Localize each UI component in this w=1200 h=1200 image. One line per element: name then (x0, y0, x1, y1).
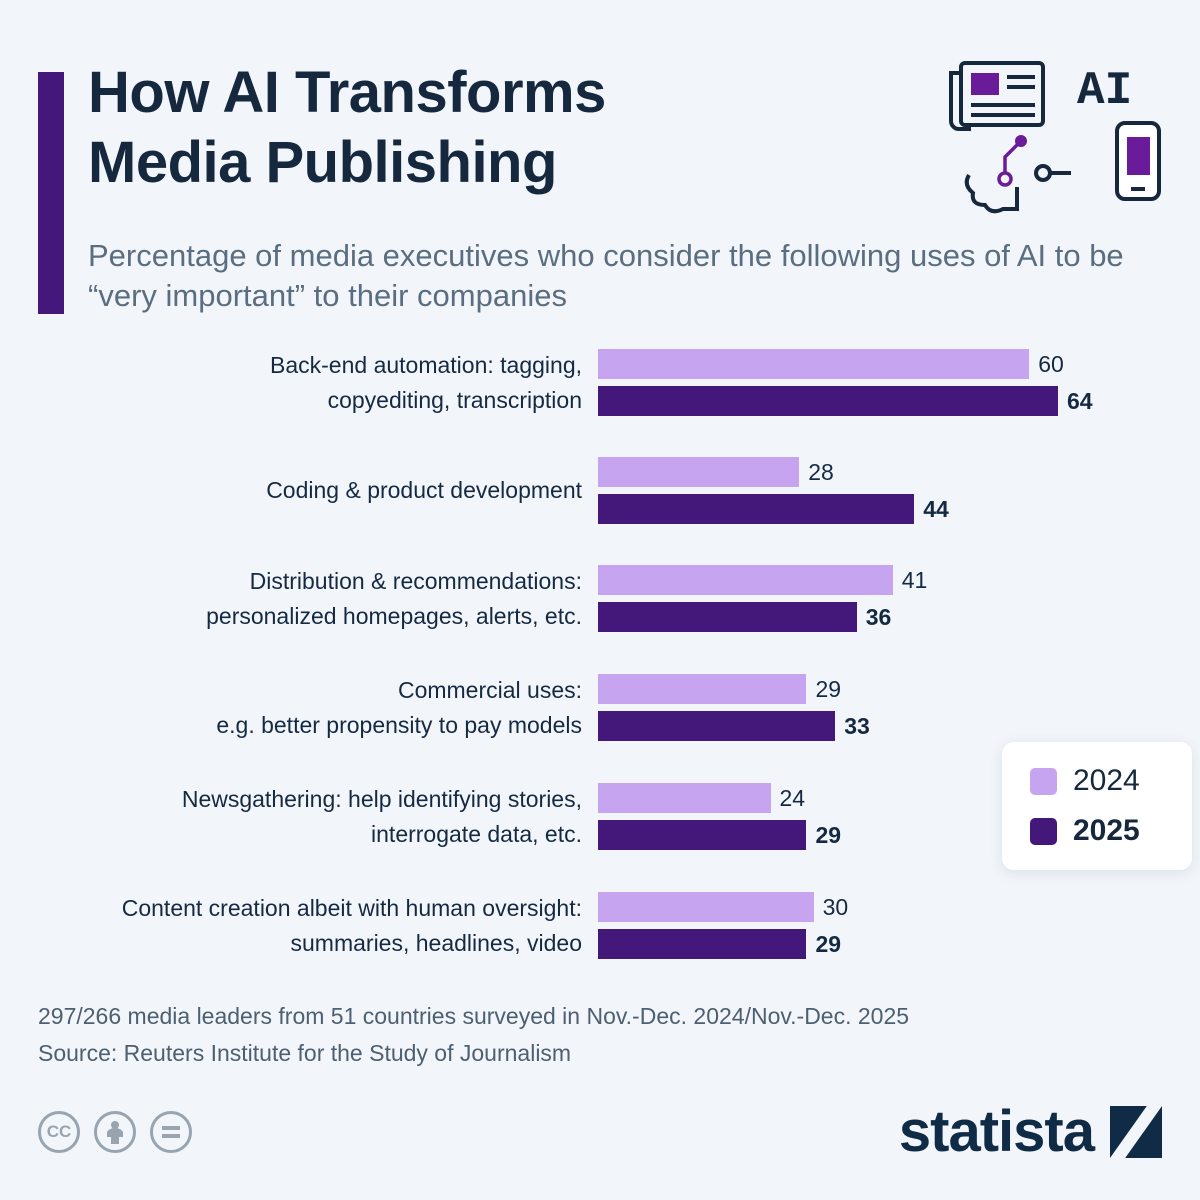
bar-value-2025: 29 (815, 821, 842, 848)
bar-2025 (598, 711, 836, 741)
footnote: 297/266 media leaders from 51 countries … (38, 998, 909, 1072)
bar-line-2024: 60 (598, 349, 1162, 379)
bar-2025 (598, 386, 1058, 416)
category-label: Back-end automation: tagging, copyediting… (270, 352, 582, 413)
ai-media-publishing-icon: AI (939, 55, 1164, 225)
chart-row: Content creation albeit with human overs… (38, 891, 1162, 960)
category-label: Newsgathering: help identifying stories,… (181, 786, 582, 847)
cc-nd-icon[interactable] (150, 1110, 192, 1153)
bar-line-2025: 29 (598, 820, 1162, 850)
bar-2025 (598, 494, 915, 524)
chart-row: Back-end automation: tagging, copyediting… (38, 348, 1162, 417)
bar-2024 (598, 349, 1030, 379)
title-accent-bar (38, 72, 64, 314)
statista-logo-mark (1110, 1105, 1162, 1158)
bar-value-2024: 30 (822, 893, 849, 920)
bar-value-2024: 29 (815, 675, 842, 702)
page-title: How AI Transforms Media Publishing (88, 58, 606, 197)
bar-line-2024: 30 (598, 892, 1162, 922)
survey-note: 297/266 media leaders from 51 countries … (38, 1003, 910, 1029)
chart-row: Coding & product development 28 44 (38, 457, 1162, 524)
legend-label-2025: 2025 (1073, 814, 1140, 847)
bar-line-2025: 64 (598, 386, 1162, 416)
title-line-1: How AI Transforms (88, 60, 606, 125)
bar-line-2024: 28 (598, 457, 1162, 487)
title-line-2: Media Publishing (88, 129, 557, 195)
bar-value-2025: 29 (815, 930, 842, 957)
bar-line-2024: 41 (598, 565, 1162, 595)
newspaper-icon (949, 61, 1045, 131)
chart-row: Distribution & recommendations: personali… (38, 564, 1162, 633)
ai-letters: AI (1077, 65, 1132, 117)
bar-value-2024: 28 (808, 458, 834, 485)
cc-attribution-icon[interactable] (94, 1110, 136, 1153)
bar-value-2024: 41 (901, 566, 928, 593)
bar-line-2025: 44 (598, 494, 1162, 524)
category-label: Commercial uses: e.g. better propensity t… (216, 677, 582, 738)
bar-line-2025: 29 (598, 929, 1162, 959)
bar-2024 (598, 674, 807, 704)
legend: 2024 2025 (1002, 742, 1192, 870)
bar-2024 (598, 565, 893, 595)
legend-swatch-2025 (1030, 817, 1057, 845)
bar-value-2025: 64 (1067, 387, 1093, 414)
chart-rows: Back-end automation: tagging, copyediting… (38, 348, 1162, 960)
chart-row: Commercial uses: e.g. better propensity t… (38, 673, 1162, 742)
bar-group: 24 29 (598, 783, 1162, 850)
source-note: Source: Reuters Institute for the Study … (38, 1039, 572, 1066)
bottom-bar: CC statista (38, 1098, 1162, 1165)
legend-swatch-2024 (1030, 767, 1057, 795)
bar-group: 28 44 (598, 457, 1162, 524)
bar-group: 30 29 (598, 892, 1162, 959)
bar-2025 (598, 929, 807, 959)
bar-group: 29 33 (598, 674, 1162, 741)
bar-chart: Back-end automation: tagging, copyediting… (38, 348, 1162, 1000)
statista-wordmark: statista (898, 1099, 1095, 1164)
bar-2025 (598, 820, 807, 850)
circuit-icon (964, 135, 1071, 214)
bar-line-2024: 24 (598, 783, 1162, 813)
bar-line-2025: 33 (598, 711, 1162, 741)
bar-value-2025: 33 (844, 712, 870, 739)
category-label: Content creation albeit with human overs… (121, 895, 582, 956)
legend-label-2024: 2024 (1073, 764, 1140, 797)
legend-item-2025: 2025 (1030, 814, 1164, 848)
chart-row: Newsgathering: help identifying stories,… (38, 782, 1162, 851)
bar-2024 (598, 892, 814, 922)
license-icons: CC (38, 1110, 192, 1153)
bar-value-2025: 44 (923, 495, 949, 522)
bar-2024 (598, 783, 771, 813)
bar-value-2025: 36 (865, 603, 892, 630)
bar-2025 (598, 602, 857, 632)
page-subtitle: Percentage of media executives who consi… (88, 238, 1124, 314)
legend-item-2024: 2024 (1030, 764, 1164, 798)
cc-license-icon[interactable]: CC (38, 1110, 80, 1153)
category-label: Coding & product development (266, 477, 582, 504)
bar-group: 41 36 (598, 565, 1162, 632)
category-label: Distribution & recommendations: personali… (206, 568, 582, 629)
bar-line-2024: 29 (598, 674, 1162, 704)
bar-value-2024: 60 (1038, 350, 1064, 377)
bar-value-2024: 24 (779, 784, 806, 811)
bar-group: 60 64 (598, 349, 1162, 416)
statista-logo[interactable]: statista (899, 1098, 1162, 1165)
bar-line-2025: 36 (598, 602, 1162, 632)
phone-icon (1115, 121, 1161, 201)
bar-2024 (598, 457, 800, 487)
